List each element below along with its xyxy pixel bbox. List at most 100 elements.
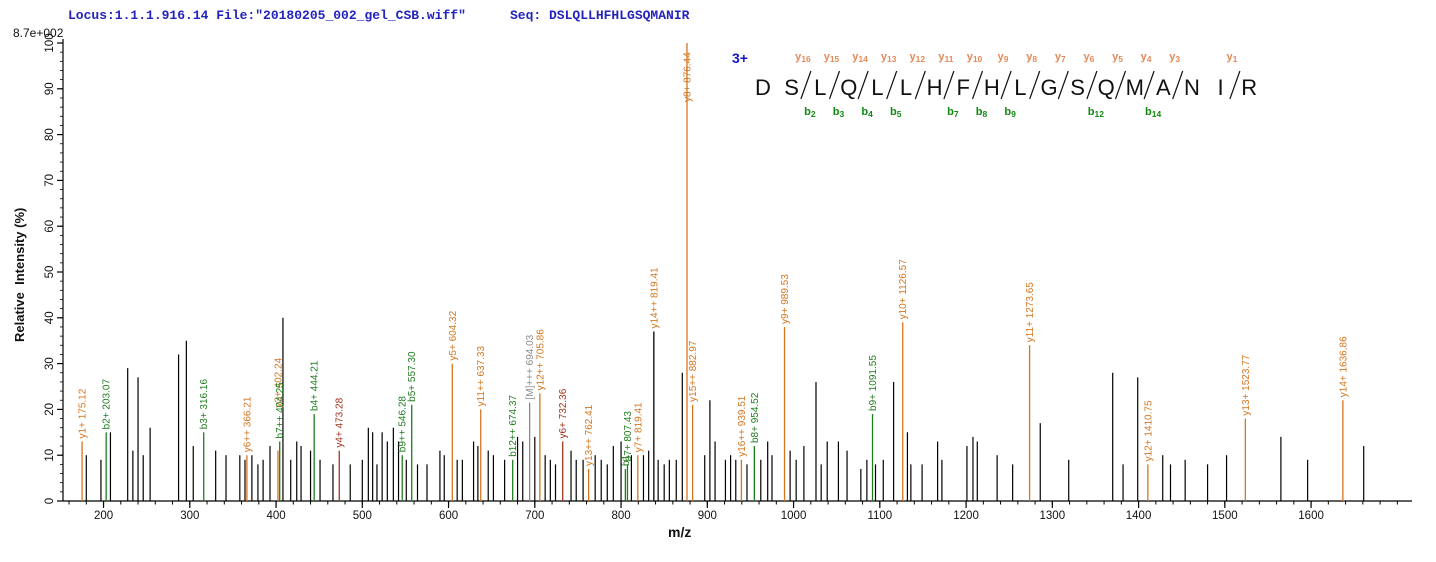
y-ion-label: y13 (881, 51, 897, 64)
peak-label: b7++ 404.25 (275, 382, 286, 439)
peptide-residue: S (784, 75, 799, 100)
y-ion-label: y1 (1226, 51, 1237, 64)
peptide-residue: G (1040, 75, 1057, 100)
locus-file-text: Locus:1.1.1.916.14 File:"20180205_002_ge… (68, 8, 466, 23)
precursor-charge-label: 3+ (732, 50, 748, 66)
peptide-residue: H (927, 75, 943, 100)
peak-label: b9+ 1091.55 (868, 355, 879, 411)
b-ion-label: b8 (976, 106, 988, 119)
sequence-header-text: Seq: DSLQLLHFHLGSQMANIR (510, 8, 690, 23)
cleavage-slash (943, 70, 955, 100)
x-tick-label: 1400 (1126, 510, 1152, 522)
y-ion-label: y10 (967, 51, 983, 64)
y-ion-label: y3 (1169, 51, 1180, 64)
x-tick-label: 300 (180, 510, 199, 522)
cleavage-slash (857, 70, 869, 100)
y-tick-label: 0 (44, 498, 56, 504)
y-ion-label: y7 (1055, 51, 1066, 64)
y-tick-label: 30 (44, 357, 56, 370)
cleavage-slash (1057, 70, 1069, 100)
cleavage-slash (914, 70, 926, 100)
peptide-residue: H (984, 75, 1000, 100)
peak-label: y1+ 175.12 (78, 388, 89, 438)
y-axis-title: Relative Intensity (%) (12, 207, 27, 343)
peak-label: y13++ 762.41 (584, 404, 595, 466)
peak-label: y5+ 604.32 (448, 310, 459, 360)
x-axis-title: m/z (668, 524, 692, 540)
x-tick-label: 400 (266, 510, 285, 522)
b-ion-label: b7 (947, 106, 959, 119)
cleavage-slash (1229, 70, 1241, 100)
peak-label: b5+ 557.30 (407, 351, 418, 402)
peptide-residue: Q (840, 75, 857, 100)
peptide-residue: A (1156, 75, 1171, 100)
peptide-residue: L (814, 75, 826, 100)
y-tick-label: 80 (44, 128, 56, 141)
y-tick-label: 10 (44, 449, 56, 462)
cleavage-slash (1086, 70, 1098, 100)
peak-label: b2+ 203.07 (102, 379, 113, 430)
peak-label: y15++ 882.97 (688, 340, 699, 402)
y-ion-label: y11 (938, 51, 953, 64)
peak-label: b4+ 444.21 (310, 360, 321, 411)
b-ion-label: b14 (1145, 106, 1161, 119)
x-tick-label: 700 (525, 510, 544, 522)
peak-label: y3+ 402.24 (273, 357, 284, 407)
peak-label: y7+ 819.41 (633, 402, 644, 452)
peak-label: y14+ 1636.86 (1338, 336, 1349, 397)
peptide-residue: M (1126, 75, 1144, 100)
y-ion-label: y9 (998, 51, 1009, 64)
b-ion-label: b12 (1088, 106, 1104, 119)
cleavage-slash (828, 70, 841, 100)
peak-label: y12++ 705.86 (535, 329, 546, 391)
peptide-residue: Q (1098, 75, 1115, 100)
peak-label: b1 (621, 454, 632, 466)
peak-label: y9+ 989.53 (780, 274, 791, 324)
peak-label: y12+ 1410.75 (1143, 400, 1154, 461)
y-ion-label: y16 (795, 51, 811, 64)
peptide-residue: F (956, 75, 969, 100)
cleavage-slash (971, 70, 984, 100)
x-tick-label: 1500 (1212, 510, 1238, 522)
y-ion-label: y15 (824, 51, 840, 64)
peptide-residue: L (1014, 75, 1026, 100)
peptide-residue: D (755, 75, 771, 100)
peptide-residue: L (871, 75, 883, 100)
peptide-residue: I (1218, 75, 1224, 100)
cleavage-slash (1172, 70, 1184, 100)
x-tick-label: 500 (353, 510, 372, 522)
b-ion-label: b5 (890, 106, 902, 119)
peak-label: y8+ 876.44 (682, 52, 693, 102)
peak-label: b9++ 546.28 (398, 396, 409, 453)
peak-label: y4+ 473.28 (335, 397, 346, 447)
cleavage-slash (800, 70, 812, 100)
cleavage-slash (1000, 70, 1012, 100)
x-tick-label: 1300 (1040, 510, 1066, 522)
cleavage-slash (886, 70, 898, 100)
peptide-residue: R (1241, 75, 1257, 100)
peak-label: y16++ 939.51 (737, 395, 748, 457)
y-tick-label: 20 (44, 403, 56, 416)
peak-label: b12++ 674.37 (508, 395, 519, 457)
b-ion-label: b9 (1004, 106, 1016, 119)
y-ion-label: y14 (852, 51, 868, 64)
peak-label: b7+ 807.43 (623, 411, 634, 462)
peak-label: y11+ 1273.65 (1025, 282, 1036, 343)
y-tick-label: 70 (44, 174, 56, 187)
x-tick-label: 800 (611, 510, 630, 522)
peak-label: y6+ 732.36 (558, 388, 569, 438)
x-tick-label: 1600 (1298, 510, 1324, 522)
y-tick-label: 60 (44, 220, 56, 233)
peak-label: y13+ 1523.77 (1241, 354, 1252, 415)
peak-label: y6++ 366.21 (242, 396, 253, 452)
y-ion-label: y6 (1083, 51, 1094, 64)
x-tick-label: 200 (94, 510, 113, 522)
y-tick-label: 50 (44, 266, 56, 279)
peak-label: y11++ 637.33 (476, 346, 487, 407)
peptide-residue: S (1070, 75, 1085, 100)
b-ion-label: b3 (833, 106, 845, 119)
y-tick-label: 100 (44, 33, 56, 52)
x-tick-label: 600 (439, 510, 458, 522)
cleavage-slash (1029, 70, 1041, 100)
